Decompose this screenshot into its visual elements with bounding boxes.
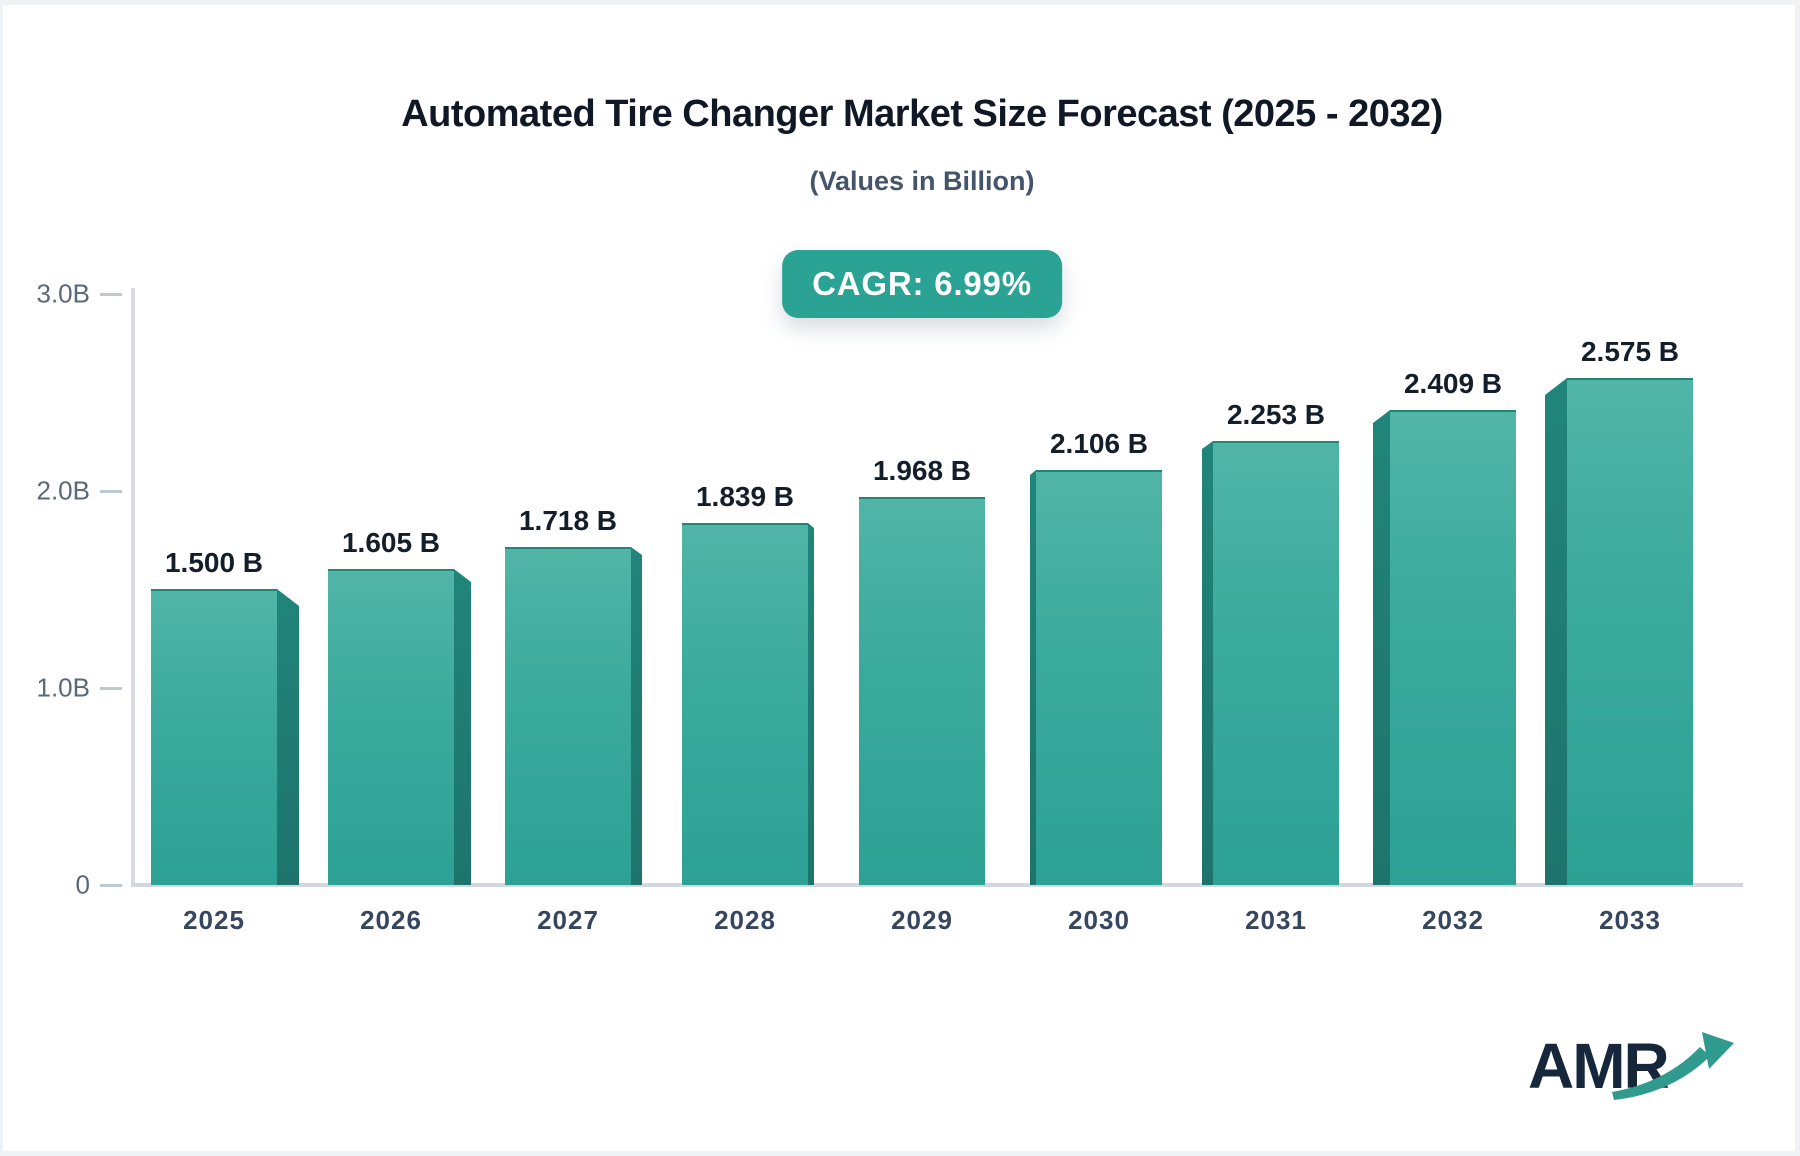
bar-side-face-2025	[277, 589, 299, 885]
bar-value-label-2030: 2.106 B	[1049, 428, 1149, 459]
y-tick-label-0: 0	[75, 869, 90, 900]
x-tick-label-2026: 2026	[360, 905, 422, 935]
bar-value-label-2027: 1.718 B	[518, 505, 618, 536]
bar-2033	[1567, 378, 1693, 885]
bar-value-label-2026: 1.605 B	[341, 527, 441, 558]
y-tick-dash	[100, 293, 122, 296]
page-top-border	[0, 0, 1800, 5]
cagr-badge-label: CAGR: 6.99%	[812, 265, 1032, 302]
bar-value-label-2028: 1.839 B	[695, 481, 795, 512]
bar-side-face-2026	[454, 569, 471, 885]
bar-2031	[1213, 441, 1339, 885]
y-tick-dash	[100, 490, 122, 493]
bar-side-face-2030	[1030, 470, 1036, 885]
page-left-border	[0, 0, 3, 1156]
page-bottom-border	[0, 1151, 1800, 1156]
x-tick-label-2028: 2028	[714, 905, 776, 935]
y-tick-label-2.0B: 2.0B	[36, 475, 91, 506]
bar-side-face-2027	[631, 547, 642, 885]
page-subtitle: (Values in Billion)	[809, 166, 1035, 196]
y-tick-label-3.0B: 3.0B	[36, 278, 91, 309]
bar-side-face-2028	[808, 523, 814, 885]
bar-2030	[1036, 470, 1162, 885]
page-title: Automated Tire Changer Market Size Forec…	[401, 93, 1443, 135]
bar-value-label-2033: 2.575 B	[1580, 336, 1680, 367]
bar-2025	[151, 589, 277, 885]
amr-logo: AMR	[1528, 1028, 1748, 1118]
bar-2032	[1390, 410, 1516, 885]
bar-side-face-2033	[1545, 378, 1567, 885]
bar-side-face-2031	[1202, 441, 1213, 885]
y-tick-dash	[100, 884, 122, 887]
x-tick-label-2031: 2031	[1245, 905, 1307, 935]
y-tick-dash	[100, 687, 122, 690]
x-tick-label-2032: 2032	[1422, 905, 1484, 935]
page-right-border	[1795, 0, 1800, 1156]
x-tick-label-2025: 2025	[183, 905, 245, 935]
x-tick-label-2033: 2033	[1599, 905, 1661, 935]
y-tick-label-1.0B: 1.0B	[36, 672, 91, 703]
bar-2027	[505, 547, 631, 885]
bar-value-label-2032: 2.409 B	[1403, 368, 1503, 399]
x-tick-label-2027: 2027	[537, 905, 599, 935]
y-axis	[131, 288, 135, 887]
bar-2029	[859, 497, 985, 885]
bar-value-label-2025: 1.500 B	[164, 547, 264, 578]
growth-arrow-icon	[1612, 1032, 1734, 1100]
bar-2026	[328, 569, 454, 885]
bar-side-face-2032	[1373, 410, 1390, 885]
x-tick-label-2029: 2029	[891, 905, 953, 935]
cagr-badge: CAGR: 6.99%	[782, 250, 1062, 318]
bar-value-label-2031: 2.253 B	[1226, 399, 1326, 430]
bar-value-label-2029: 1.968 B	[872, 455, 972, 486]
bar-2028	[682, 523, 808, 885]
x-axis-baseline	[131, 883, 1743, 887]
x-tick-label-2030: 2030	[1068, 905, 1130, 935]
